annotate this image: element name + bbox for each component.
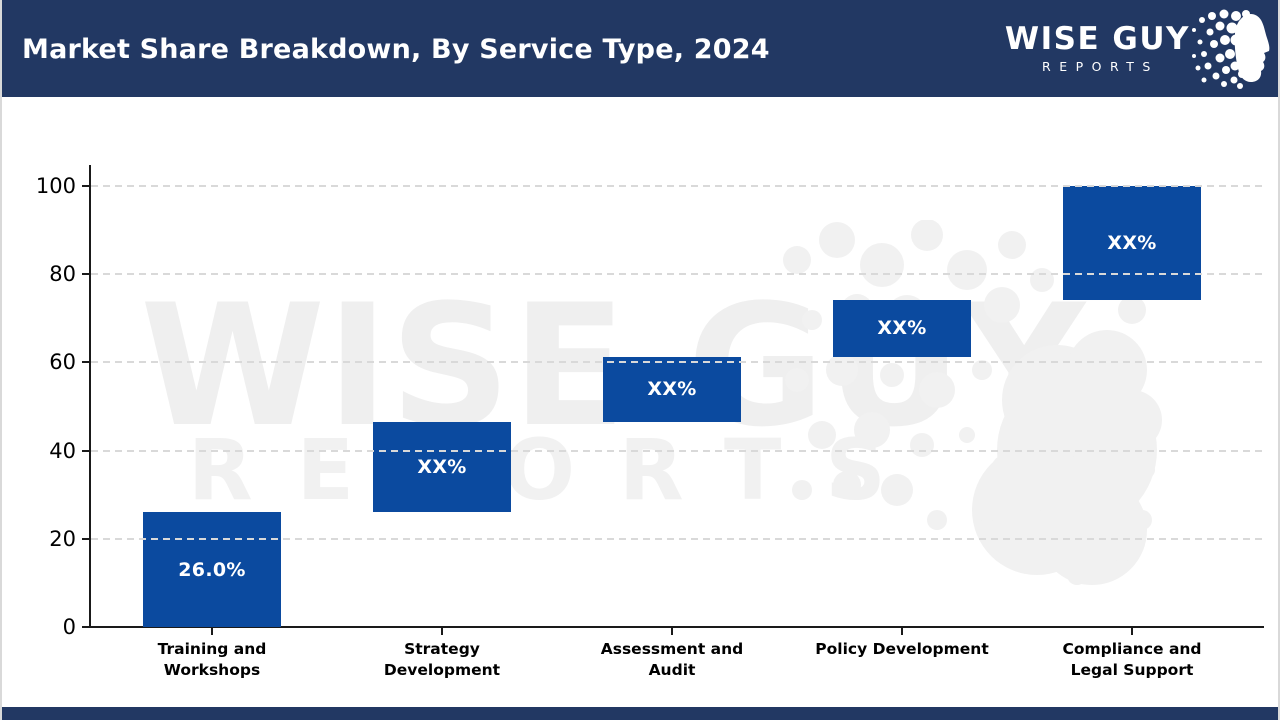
y-tick-label: 40 (49, 439, 76, 463)
page-title: Market Share Breakdown, By Service Type,… (22, 34, 770, 65)
x-tick-label-line: Strategy (404, 640, 480, 658)
x-tick-label-line: Development (383, 661, 501, 679)
gridline (91, 450, 1264, 452)
y-axis-tick (82, 450, 90, 452)
logo-face-icon (1192, 9, 1270, 89)
x-tick-label: Strategy Development (327, 639, 557, 681)
bar-segment: XX% (1063, 186, 1201, 300)
x-tick-label-line: Compliance and (1062, 640, 1202, 658)
bar-segment: XX% (603, 357, 741, 422)
y-tick-label: 0 (62, 615, 76, 639)
bar-segment: 26.0% (143, 512, 281, 627)
x-axis-tick (671, 628, 673, 635)
x-axis-tick (901, 628, 903, 635)
y-axis-tick (82, 273, 90, 275)
gridline (91, 185, 1264, 187)
bar-value-label: XX% (417, 456, 467, 479)
y-axis (89, 165, 91, 628)
x-tick-label-line: Assessment and (600, 640, 744, 658)
bar-segment: XX% (373, 421, 511, 513)
footer-bar (2, 707, 1278, 720)
x-tick-label: Compliance and Legal Support (1017, 639, 1247, 681)
x-axis-tick (211, 628, 213, 635)
x-tick-label-line: Training and (157, 640, 267, 658)
logo-text: WISE GUY REPORTS (1004, 20, 1190, 74)
bar-value-label: XX% (647, 378, 697, 401)
gridline (91, 361, 1264, 363)
wiseguy-logo: WISE GUY REPORTS (1005, 8, 1270, 90)
bar-value-label: XX% (877, 317, 927, 340)
header-bar: Market Share Breakdown, By Service Type,… (2, 0, 1278, 97)
bar-segment: XX% (833, 299, 971, 358)
x-tick-label: Policy Development (787, 639, 1017, 660)
y-axis-tick (82, 538, 90, 540)
logo-subtitle: REPORTS (1042, 58, 1159, 74)
x-axis-tick (441, 628, 443, 635)
bar-value-label: 26.0% (178, 558, 246, 581)
gridline (91, 273, 1264, 275)
bar-value-label: XX% (1107, 231, 1157, 254)
y-axis-tick (82, 361, 90, 363)
x-tick-label-line: Workshops (163, 661, 261, 679)
y-axis-tick (82, 626, 90, 628)
gridline (91, 538, 1264, 540)
x-axis (89, 626, 1264, 628)
y-axis-tick (82, 185, 90, 187)
y-tick-label: 100 (35, 174, 76, 198)
y-tick-label: 60 (49, 350, 76, 374)
x-tick-label: Assessment and Audit (557, 639, 787, 681)
x-tick-label-line: Policy Development (815, 640, 989, 658)
x-axis-tick (1131, 628, 1133, 635)
logo-name: WISE GUY (1004, 20, 1190, 57)
y-tick-label: 80 (49, 262, 76, 286)
y-tick-label: 20 (49, 527, 76, 551)
x-tick-label-line: Audit (648, 661, 696, 679)
x-tick-label-line: Legal Support (1070, 661, 1194, 679)
x-tick-label: Training and Workshops (97, 639, 327, 681)
